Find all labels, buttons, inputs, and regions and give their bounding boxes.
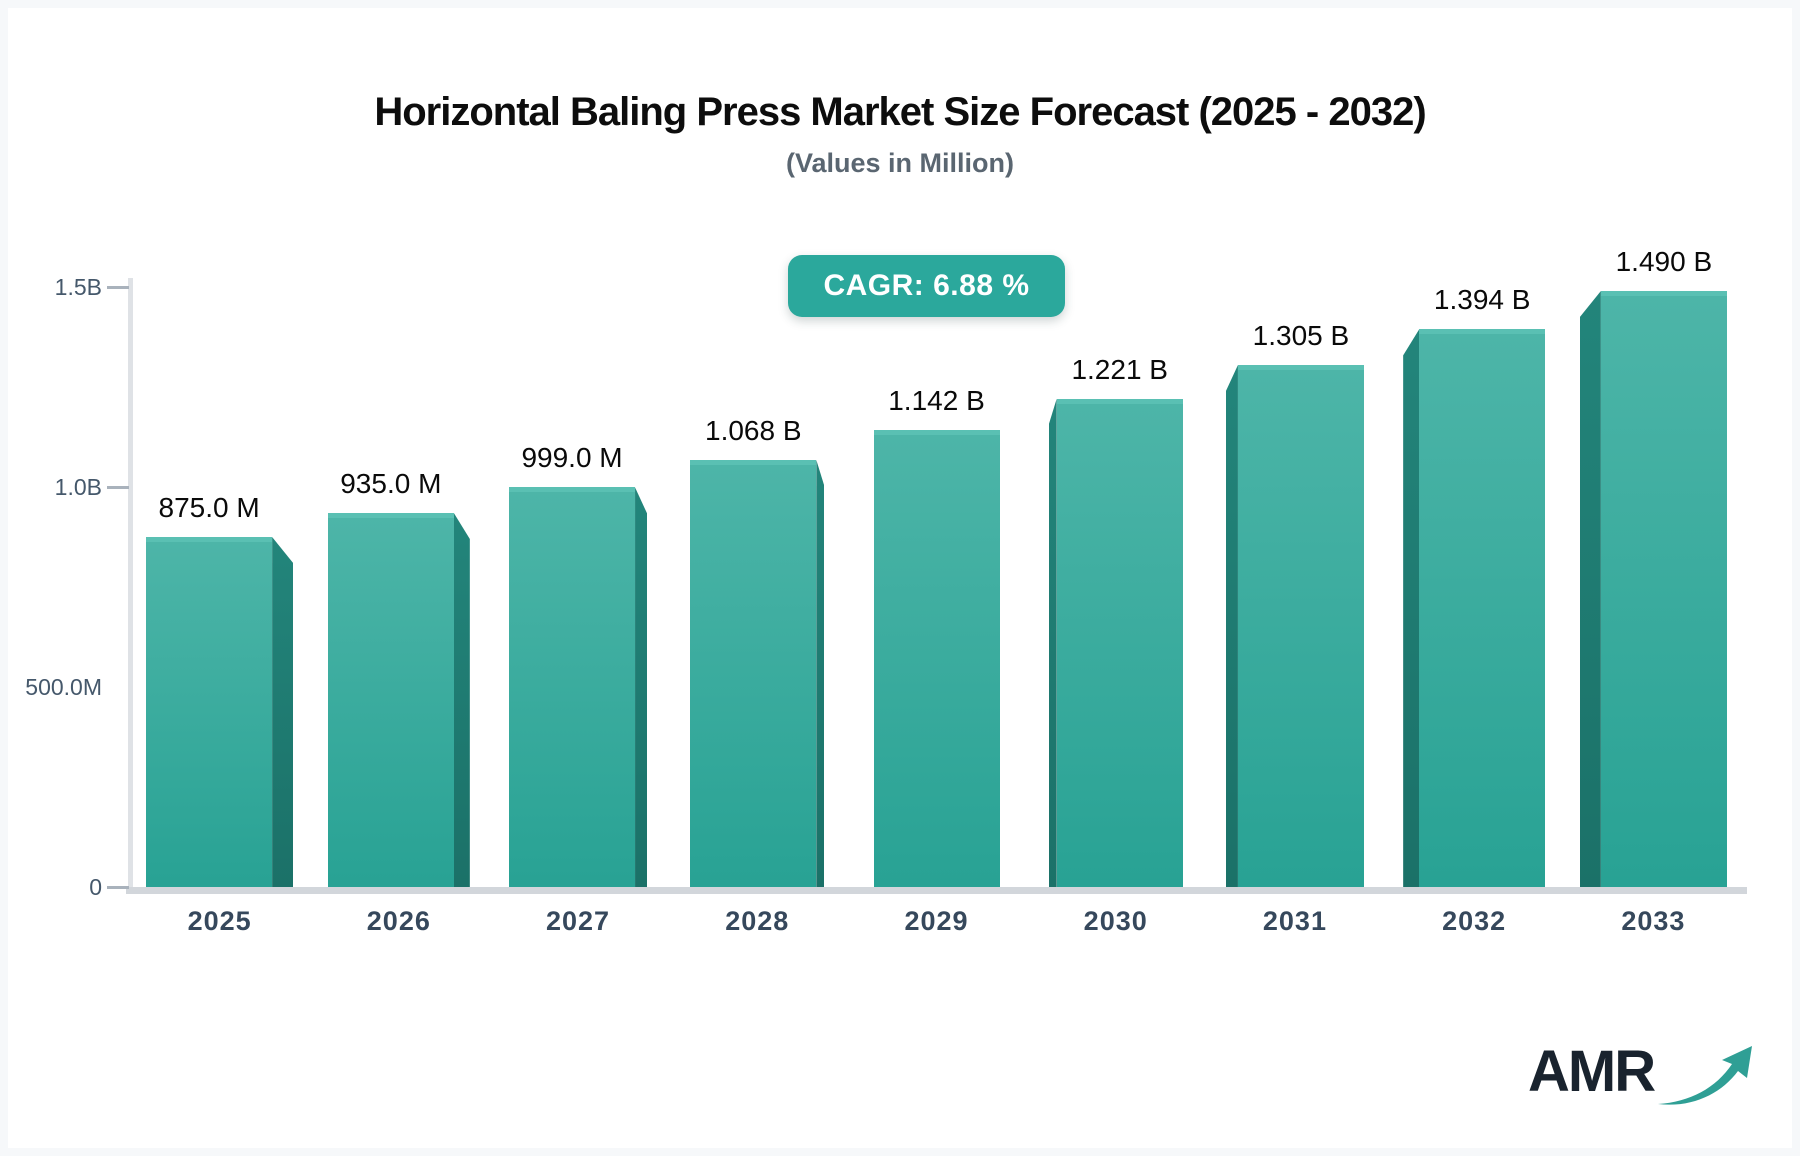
chart-subtitle: (Values in Million)	[785, 148, 1015, 178]
bar-value-label: 1.490 B	[1615, 246, 1713, 277]
bar-side-face	[1048, 398, 1057, 887]
bar-side-face	[1403, 329, 1420, 887]
bar	[1579, 291, 1727, 887]
bar-face	[146, 537, 273, 887]
bar-side-face	[816, 459, 825, 887]
y-tick-dash	[107, 885, 129, 889]
y-axis-line	[128, 278, 133, 894]
bar-face	[873, 430, 1000, 887]
y-tick-label: 500.0M	[25, 674, 102, 700]
x-axis-label: 2031	[1262, 906, 1327, 936]
cagr-badge: CAGR: 6.88 %	[788, 255, 1065, 317]
x-axis-label: 2032	[1442, 906, 1507, 936]
bar-value-label: 935.0 M	[340, 468, 442, 499]
bar-value-label: 1.305 B	[1252, 320, 1350, 351]
bar-side-face	[635, 487, 648, 887]
bar	[1225, 365, 1364, 887]
x-axis-label: 2033	[1621, 906, 1686, 936]
x-axis-label: 2025	[187, 906, 252, 936]
x-axis-label: 2028	[725, 906, 790, 936]
bar-face	[1056, 398, 1183, 887]
bar-face	[1419, 329, 1546, 887]
bar-face	[327, 513, 454, 887]
x-axis-label: 2027	[546, 906, 611, 936]
bar-side-face	[1225, 365, 1238, 887]
x-axis-label: 2029	[904, 906, 969, 936]
y-tick-label: 1.5B	[54, 274, 102, 300]
x-axis-label: 2026	[366, 906, 431, 936]
amr-logo-text: AMR	[1528, 1039, 1656, 1104]
y-tick-dash	[107, 285, 129, 289]
bar	[1048, 398, 1183, 887]
x-axis-baseline	[126, 887, 1747, 894]
bar-face	[690, 459, 817, 887]
bar	[1403, 329, 1546, 887]
y-tick-dash	[107, 485, 129, 489]
bar	[690, 459, 825, 887]
bar	[509, 487, 648, 887]
bar-side-face	[453, 513, 470, 887]
bar-face	[1600, 291, 1727, 887]
bar-value-label: 1.142 B	[888, 385, 985, 417]
bar	[327, 513, 470, 887]
bar-value-label: 1.221 B	[1071, 353, 1168, 385]
bar	[873, 430, 1000, 887]
bar-value-label: 1.068 B	[705, 414, 802, 446]
bar-side-face	[272, 537, 294, 887]
bar-value-label: 999.0 M	[521, 442, 623, 474]
amr-logo: AMR	[1528, 1038, 1752, 1118]
growth-arrow-icon	[1656, 1044, 1756, 1115]
x-axis-label: 2030	[1083, 906, 1148, 936]
bar-face	[1237, 365, 1364, 887]
bar-side-face	[1579, 291, 1601, 887]
bar	[146, 537, 294, 887]
bar-value-label: 1.394 B	[1433, 284, 1531, 316]
chart-title: Horizontal Baling Press Market Size Fore…	[374, 90, 1426, 134]
bar-face	[509, 487, 636, 887]
y-tick-label: 0	[89, 874, 102, 900]
bar-value-label: 875.0 M	[158, 492, 260, 523]
y-tick-label: 1.0B	[54, 474, 102, 500]
